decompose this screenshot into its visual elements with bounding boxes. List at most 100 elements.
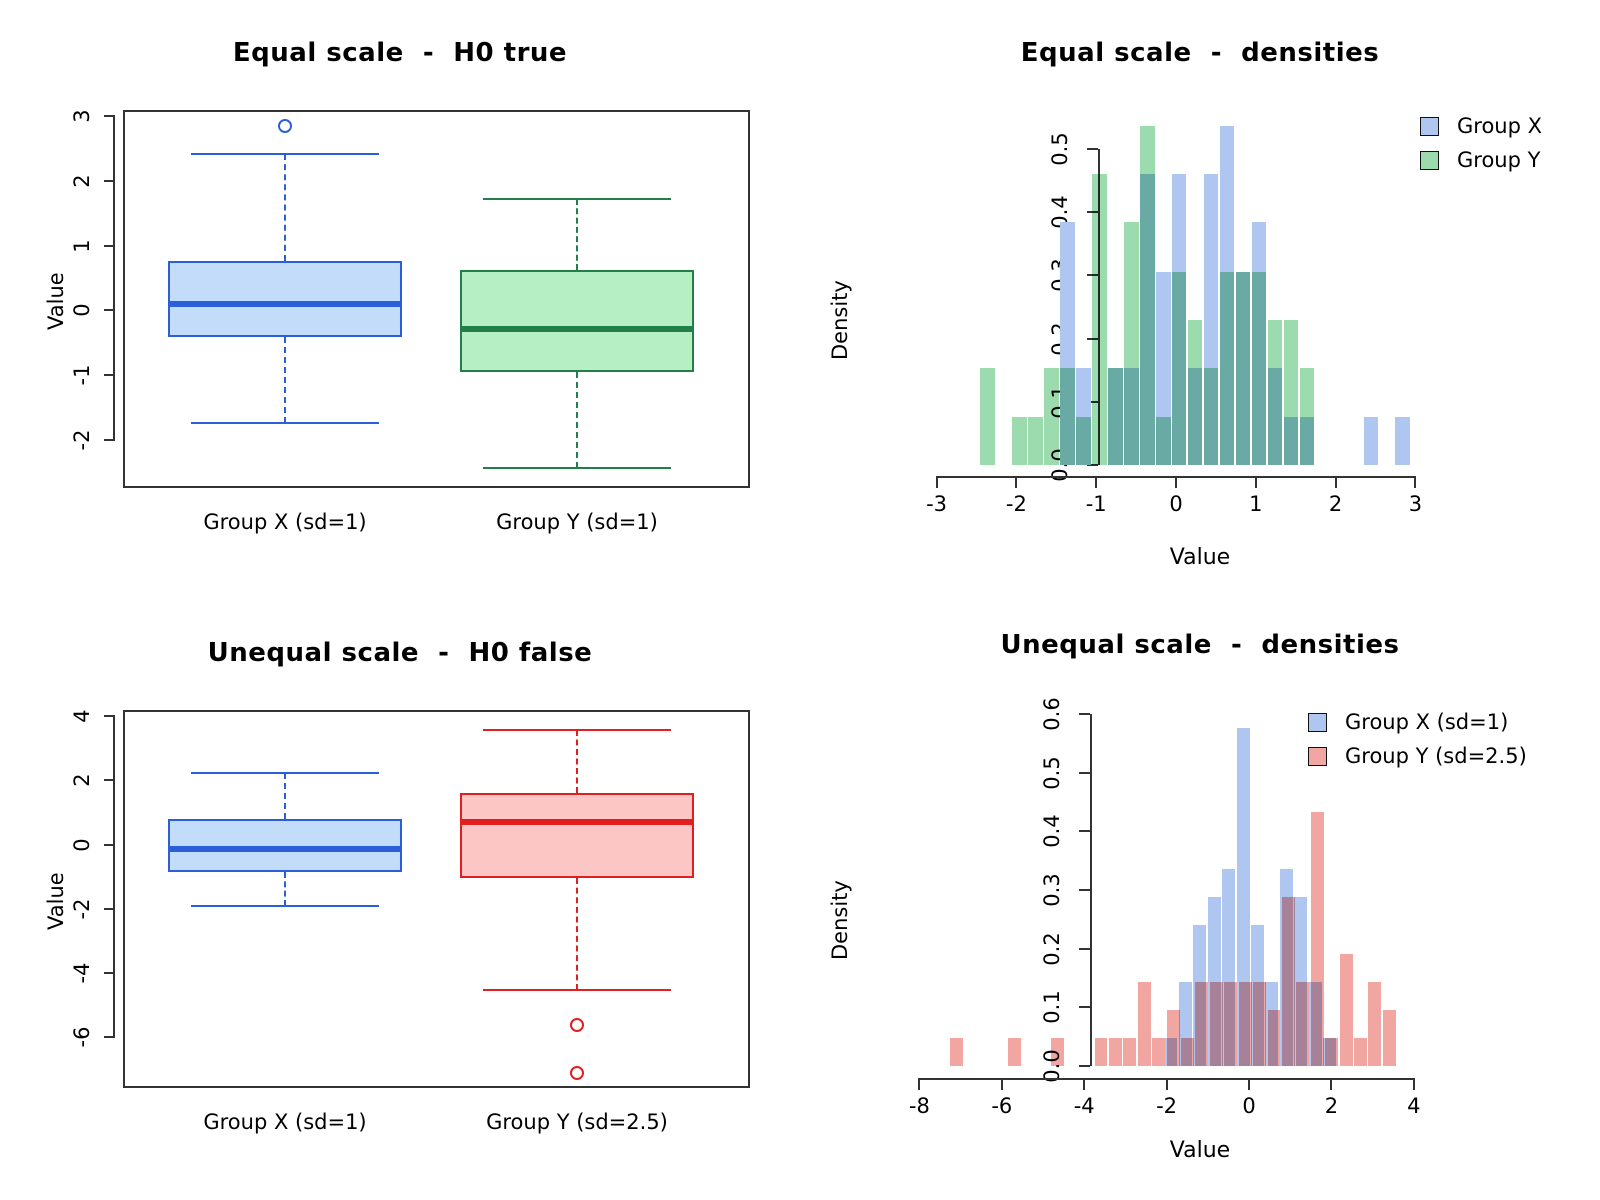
x-tick <box>1015 476 1018 488</box>
y-tick-label: 0.6 <box>1040 697 1064 731</box>
plot-frame-topleft <box>123 110 750 488</box>
y-axis-label-bottomleft: Value <box>44 872 68 930</box>
histogram-bar <box>1354 1038 1367 1066</box>
histogram-bar <box>1299 368 1315 465</box>
histogram-bar <box>1236 727 1250 1066</box>
legend-label: Group X (sd=1) <box>1345 710 1509 734</box>
x-tick-label: -2 <box>1156 1094 1178 1118</box>
histogram-bar <box>1007 1038 1021 1066</box>
histogram-bar <box>1181 1038 1194 1066</box>
whisker-upper <box>284 773 286 819</box>
legend-item: Group Y (sd=2.5) <box>1308 744 1527 768</box>
histogram-bar <box>1092 174 1107 465</box>
whisker-upper <box>576 198 578 271</box>
legend-swatch-icon <box>1420 116 1439 136</box>
x-tick-label: 2 <box>1328 492 1343 516</box>
histogram-bar <box>1060 368 1075 465</box>
legend-swatch-icon <box>1308 746 1327 766</box>
y-tick-label: 4 <box>70 709 94 724</box>
box-iqr <box>460 792 694 879</box>
whisker-cap-upper <box>483 197 671 200</box>
y-tick <box>104 180 115 183</box>
y-tick-label: 0.3 <box>1040 873 1064 907</box>
legend-label: Group X <box>1457 114 1542 138</box>
y-axis-label-bottomright: Density <box>828 880 852 960</box>
histogram-bar <box>1281 896 1295 1066</box>
y-tick <box>104 438 115 441</box>
panel-equal-scale-boxplot: Equal scale - H0 true Value 3 2 1 0 -1 -2 Gro… <box>0 0 800 600</box>
y-axis-spine <box>113 116 115 440</box>
y-tick <box>104 244 115 247</box>
y-tick <box>104 779 115 782</box>
plot-frame-bottomleft <box>123 710 750 1088</box>
histogram-bar <box>1076 416 1091 465</box>
y-tick <box>1079 947 1090 950</box>
y-tick <box>1079 1065 1090 1067</box>
x-axis-label-topright: Value <box>1169 545 1231 570</box>
page-title-bottomleft: Unequal scale - H0 false <box>207 638 593 668</box>
y-tick <box>104 971 115 974</box>
histogram-bar <box>1235 271 1251 465</box>
y-tick-label: 0.1 <box>1040 990 1064 1024</box>
histogram-bar <box>1339 953 1353 1066</box>
panel-equal-scale-densities: Equal scale - densities Density Value 0.… <box>800 0 1600 600</box>
legend-item: Group X (sd=1) <box>1308 710 1508 734</box>
histogram-bar <box>1310 812 1324 1066</box>
median-line <box>168 845 402 852</box>
y-tick <box>1079 771 1090 774</box>
x-tick <box>935 476 938 488</box>
x-tick-label: -6 <box>991 1094 1013 1118</box>
x-tick <box>1095 476 1098 488</box>
legend-label: Group Y (sd=2.5) <box>1345 744 1527 768</box>
histogram-bar <box>1156 416 1171 465</box>
y-tick-label: 0 <box>70 837 94 852</box>
y-tick-label: -1 <box>70 364 94 386</box>
x-tick-label: -1 <box>1085 492 1107 516</box>
histogram-bar <box>1382 1010 1396 1066</box>
x-tick <box>918 1078 921 1090</box>
x-tick <box>1248 1078 1250 1090</box>
histogram-bar <box>1253 982 1267 1066</box>
histogram-bar <box>1172 271 1187 465</box>
y-tick-label: 0.2 <box>1040 931 1064 966</box>
page-title-topleft: Equal scale - H0 true <box>232 38 568 68</box>
y-axis-spine <box>113 716 115 1037</box>
y-tick-label: 0 <box>70 303 94 317</box>
y-tick <box>104 309 115 312</box>
x-tick-label: 0 <box>1169 492 1183 516</box>
y-tick-label: 1 <box>70 239 94 253</box>
category-label: Group X (sd=1) <box>203 510 367 534</box>
whisker-lower <box>284 337 286 423</box>
histogram-bar <box>1203 368 1219 465</box>
y-tick-label: 0.5 <box>1040 755 1064 790</box>
y-tick-label: 3 <box>70 109 94 124</box>
whisker-upper <box>284 153 286 262</box>
histogram-bar <box>1195 982 1209 1066</box>
legend-swatch-icon <box>1308 712 1327 732</box>
histogram-bar <box>1325 1038 1339 1066</box>
y-tick <box>104 373 115 376</box>
histogram-bar <box>1152 1038 1166 1066</box>
box-iqr <box>460 270 694 372</box>
page-title-bottomright: Unequal scale - densities <box>1000 630 1400 660</box>
x-tick <box>1254 476 1257 488</box>
whisker-lower <box>284 872 286 907</box>
box-iqr <box>168 818 402 873</box>
category-label: Group Y (sd=1) <box>496 510 658 534</box>
histogram-bar <box>1140 125 1155 465</box>
y-tick-label: -2 <box>70 429 94 451</box>
histogram-bar <box>1051 1038 1065 1066</box>
whisker-cap-upper <box>191 772 379 775</box>
whisker-lower <box>576 878 578 991</box>
x-tick-label: -2 <box>1005 492 1027 516</box>
outlier-point <box>278 119 292 134</box>
histogram-bar <box>1238 982 1252 1066</box>
x-tick-label: 2 <box>1324 1094 1339 1118</box>
y-tick-label: 0.5 <box>1048 132 1072 166</box>
x-tick <box>1175 476 1177 488</box>
histogram-bar <box>1012 416 1027 465</box>
x-tick-label: 1 <box>1249 492 1263 516</box>
y-tick-label: -2 <box>70 898 94 920</box>
y-tick <box>1087 148 1098 150</box>
